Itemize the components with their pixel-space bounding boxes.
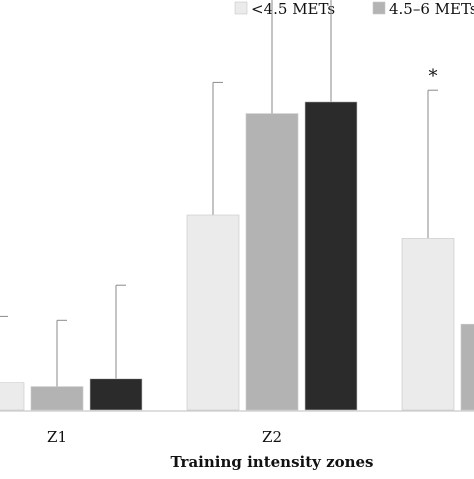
legend-item-1: 4.5–6 METs xyxy=(372,0,474,18)
bar-s0-c2 xyxy=(401,238,455,411)
bar-s2-c0 xyxy=(89,378,143,411)
bar-s2-c1 xyxy=(304,101,358,411)
x-axis-ticks: Z1 Z2 xyxy=(47,428,282,446)
bar-s0-c1 xyxy=(186,214,240,411)
legend-swatch-1 xyxy=(372,1,386,15)
legend-item-0: <4.5 METs xyxy=(234,0,335,18)
bar-s1-c0 xyxy=(30,386,84,411)
annotations: * xyxy=(429,66,438,87)
x-axis-title: Training intensity zones xyxy=(170,453,373,471)
x-tick-label-1: Z2 xyxy=(262,428,282,446)
error-bars xyxy=(0,0,438,387)
bars xyxy=(0,101,474,411)
bar-s1-c1 xyxy=(245,113,299,411)
legend-label-1: 4.5–6 METs xyxy=(389,0,474,18)
x-tick-label-0: Z1 xyxy=(47,428,67,446)
legend-label-0: <4.5 METs xyxy=(251,0,335,18)
legend-swatch-0 xyxy=(234,1,248,15)
bar-s0-c0 xyxy=(0,382,25,411)
bar-s1-c2 xyxy=(460,323,474,411)
annotation-0: * xyxy=(429,66,438,87)
